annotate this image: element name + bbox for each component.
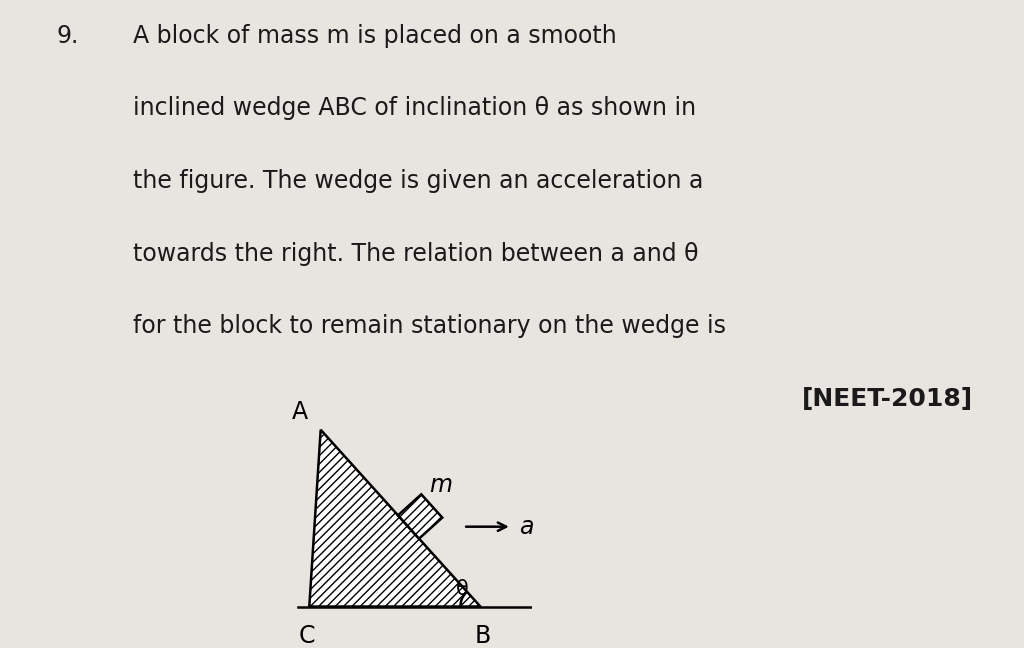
Text: A: A: [292, 400, 308, 424]
Text: inclined wedge ABC of inclination θ as shown in: inclined wedge ABC of inclination θ as s…: [133, 97, 696, 121]
Text: C: C: [298, 623, 314, 647]
Text: towards the right. The relation between a and θ: towards the right. The relation between …: [133, 242, 698, 266]
Text: m: m: [429, 474, 452, 498]
Text: the figure. The wedge is given an acceleration a: the figure. The wedge is given an accele…: [133, 169, 703, 193]
Text: for the block to remain stationary on the wedge is: for the block to remain stationary on th…: [133, 314, 726, 338]
Text: θ: θ: [456, 579, 469, 599]
Text: [NEET-2018]: [NEET-2018]: [802, 387, 973, 411]
Text: A block of mass m is placed on a smooth: A block of mass m is placed on a smooth: [133, 24, 616, 48]
Text: a: a: [519, 515, 534, 538]
Text: 9.: 9.: [56, 24, 79, 48]
Polygon shape: [398, 494, 442, 538]
Text: B: B: [475, 623, 492, 647]
Polygon shape: [309, 430, 480, 607]
